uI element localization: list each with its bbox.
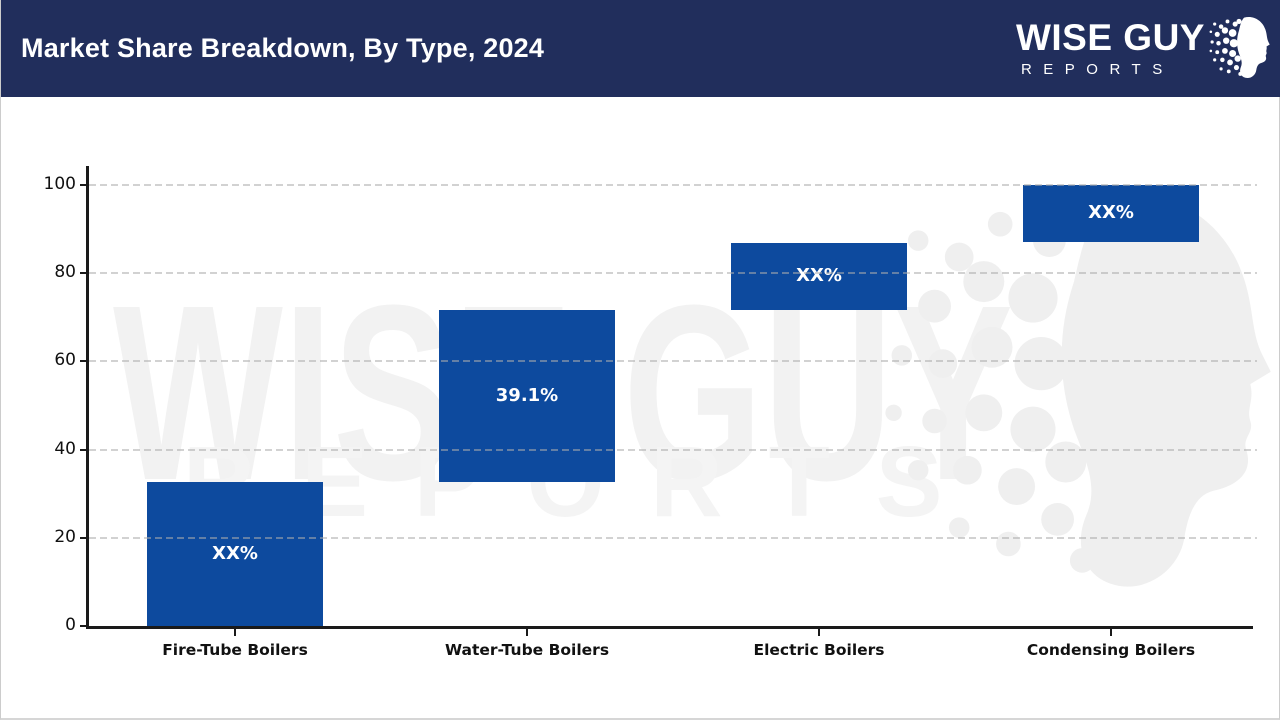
y-tick-label: 40 xyxy=(54,438,76,459)
y-tick-label: 20 xyxy=(54,526,76,547)
logo-head-icon xyxy=(1209,16,1270,78)
gridline xyxy=(89,272,1257,275)
y-axis-tick xyxy=(80,360,89,363)
logo-text: WISE GUY REPORTS xyxy=(1016,19,1205,78)
x-category-label: Condensing Boilers xyxy=(1026,641,1196,659)
y-tick-label: 80 xyxy=(54,262,76,283)
bar-segment: 39.1% xyxy=(439,309,615,483)
x-category-label: Fire-Tube Boilers xyxy=(162,641,308,659)
bar-segment: XX% xyxy=(731,242,907,310)
gridline xyxy=(89,448,1257,451)
bar-segment: XX% xyxy=(1023,185,1199,242)
bar-value-label: XX% xyxy=(1088,202,1134,224)
gridline xyxy=(89,360,1257,363)
y-tick-label: 0 xyxy=(65,615,76,635)
y-axis-tick xyxy=(80,184,89,186)
y-tick-label: 100 xyxy=(43,174,76,194)
y-tick-label: 60 xyxy=(54,350,76,371)
y-axis-line xyxy=(86,166,89,629)
bar-value-label: 39.1% xyxy=(495,385,559,407)
y-axis-tick xyxy=(80,536,89,539)
y-axis-tick xyxy=(80,625,89,627)
page-title: Market Share Breakdown, By Type, 2024 xyxy=(21,33,545,63)
logo-tagline: REPORTS xyxy=(1020,61,1174,78)
bar-segment: XX% xyxy=(147,482,323,626)
wise-guy-logo: WISE GUY REPORTS xyxy=(1016,0,1271,97)
x-category-label: Water-Tube Boilers xyxy=(444,641,610,659)
x-axis-tick xyxy=(234,628,236,636)
logo-name: WISE GUY xyxy=(1015,17,1205,58)
gridline xyxy=(89,184,1257,186)
x-axis-line xyxy=(86,626,1253,629)
y-axis-tick xyxy=(80,448,89,451)
x-axis-tick xyxy=(1110,628,1112,636)
gridline xyxy=(89,536,1257,539)
watermark-head-icon xyxy=(885,195,1271,587)
x-axis-tick xyxy=(818,628,820,636)
header-band: Market Share Breakdown, By Type, 2024 WI… xyxy=(1,0,1280,97)
x-axis-tick xyxy=(526,628,528,636)
x-category-label: Electric Boilers xyxy=(753,641,885,659)
bar-value-label: XX% xyxy=(212,543,258,565)
y-axis-tick xyxy=(80,272,89,275)
bar-value-label: XX% xyxy=(796,265,842,287)
